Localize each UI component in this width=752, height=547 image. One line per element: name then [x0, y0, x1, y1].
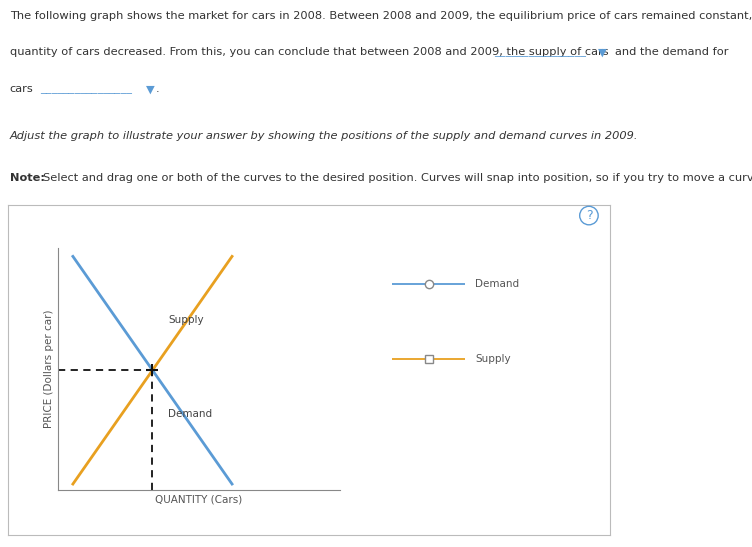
- Text: The following graph shows the market for cars in 2008. Between 2008 and 2009, th: The following graph shows the market for…: [10, 10, 752, 21]
- Text: Demand: Demand: [475, 279, 519, 289]
- Text: quantity of cars decreased. From this, you can conclude that between 2008 and 20: quantity of cars decreased. From this, y…: [10, 48, 608, 57]
- Text: Adjust the graph to illustrate your answer by showing the positions of the suppl: Adjust the graph to illustrate your answ…: [10, 131, 638, 141]
- Text: cars: cars: [10, 84, 34, 94]
- Text: ________________: ________________: [494, 48, 586, 57]
- Text: Supply: Supply: [475, 354, 511, 364]
- Text: and the demand for: and the demand for: [615, 48, 729, 57]
- Text: Select and drag one or both of the curves to the desired position. Curves will s: Select and drag one or both of the curve…: [43, 173, 752, 183]
- Text: ▼: ▼: [598, 48, 607, 57]
- Text: ?: ?: [586, 209, 593, 222]
- Text: Note:: Note:: [10, 173, 45, 183]
- Text: .: .: [156, 84, 159, 94]
- Text: ▼: ▼: [146, 84, 155, 94]
- Text: Demand: Demand: [168, 409, 212, 419]
- Text: Supply: Supply: [168, 316, 204, 325]
- Text: to its original position, just drag it a little farther.: to its original position, just drag it a…: [10, 210, 289, 219]
- X-axis label: QUANTITY (Cars): QUANTITY (Cars): [156, 494, 243, 504]
- Y-axis label: PRICE (Dollars per car): PRICE (Dollars per car): [44, 310, 54, 428]
- Text: ________________: ________________: [41, 84, 132, 94]
